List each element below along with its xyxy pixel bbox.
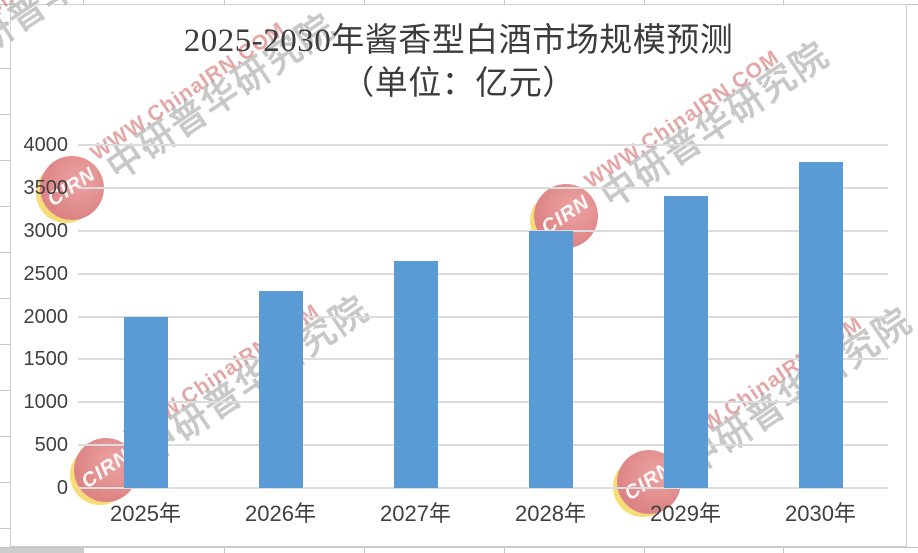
bar-2027年: [393, 260, 438, 488]
sheet-row-gridline: [0, 547, 918, 548]
y-gridline: [78, 186, 888, 189]
y-gridline: [78, 358, 888, 361]
y-gridline: [78, 487, 888, 489]
bar-2028年: [528, 230, 573, 488]
x-axis-category-label: 2030年: [785, 501, 856, 526]
y-axis-tick-label: 1500: [23, 348, 69, 371]
y-axis-tick-label: 3000: [23, 219, 69, 242]
y-axis-tick-label: 500: [34, 434, 68, 457]
bar-2030年: [798, 162, 843, 488]
x-axis-category-label: 2029年: [650, 501, 721, 526]
y-gridline: [78, 144, 888, 146]
y-gridline: [78, 444, 888, 447]
bar-2026年: [258, 290, 303, 488]
y-axis-tick-label: 0: [56, 477, 68, 499]
y-gridline: [78, 272, 888, 275]
x-axis-category-label: 2028年: [515, 501, 586, 526]
sheet-row-gridline: [0, 252, 10, 253]
sheet-row-gridline: [0, 482, 10, 483]
chart-title-line1: 2025-2030年酱香型白酒市场规模预测: [183, 23, 734, 59]
bar-2025年: [123, 316, 168, 488]
sheet-cell: [0, 548, 83, 553]
sheet-row-gridline: [0, 114, 10, 115]
sheet-row-gridline: [0, 22, 10, 23]
x-axis-category-label: 2027年: [380, 501, 451, 526]
sheet-row-gridline: [0, 160, 10, 161]
sheet-row-gridline: [0, 436, 10, 437]
y-gridline: [78, 229, 888, 232]
sheet-row-gridline: [0, 390, 10, 391]
bar-2029年: [663, 196, 708, 488]
y-axis-tick-label: 2500: [23, 262, 69, 285]
x-axis-category-label: 2025年: [110, 501, 181, 526]
sheet-row-gridline: [0, 68, 10, 69]
y-axis-tick-label: 2000: [23, 305, 69, 328]
sheet-row-gridline: [0, 298, 10, 299]
y-axis-tick-label: 4000: [23, 134, 69, 156]
y-gridline: [78, 401, 888, 404]
chart-title: 2025-2030年酱香型白酒市场规模预测 （单位：亿元）: [10, 20, 907, 106]
sheet-row-gridline: [0, 206, 10, 207]
x-axis-category-label: 2026年: [245, 501, 316, 526]
sheet-row-gridline: [0, 528, 10, 529]
y-axis-tick-label: 3500: [23, 176, 69, 199]
y-axis-tick-label: 1000: [23, 391, 69, 414]
chart-title-line2: （单位：亿元）: [341, 66, 576, 102]
y-gridline: [78, 315, 888, 318]
sheet-row-gridline: [0, 344, 10, 345]
